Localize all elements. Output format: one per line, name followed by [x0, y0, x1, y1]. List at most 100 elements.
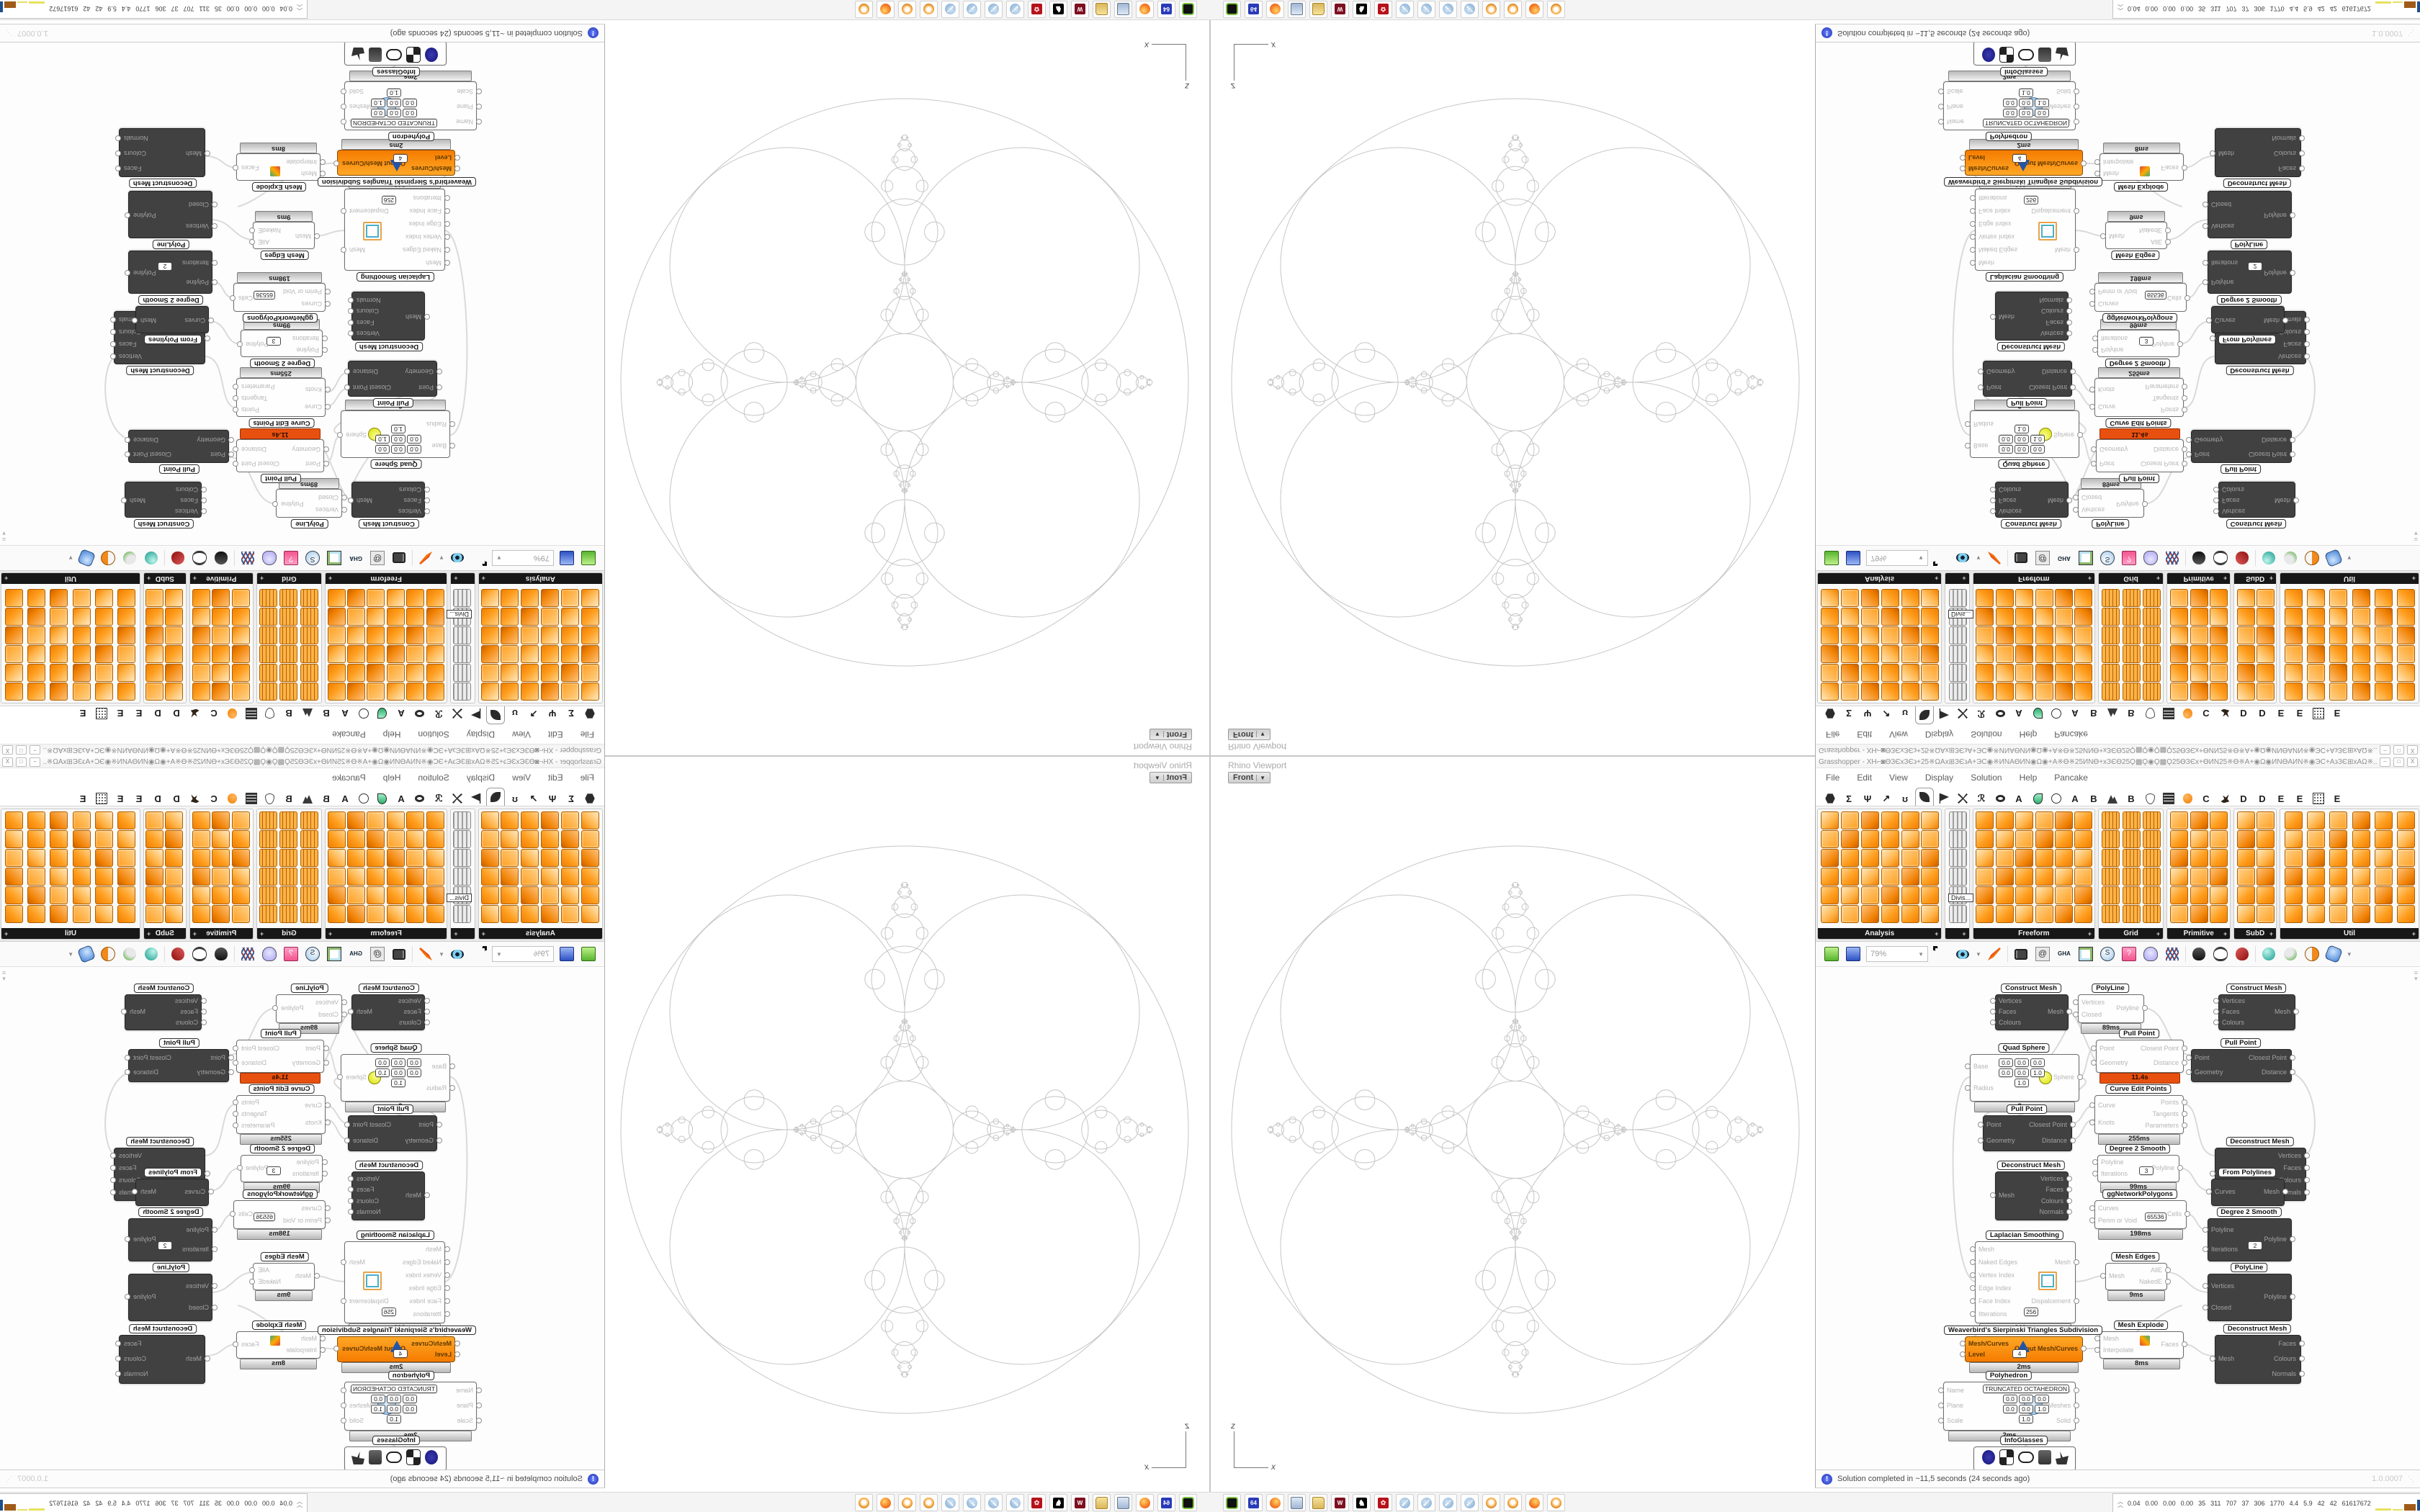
- input-port[interactable]: Colours: [399, 486, 430, 493]
- palette-icon[interactable]: [2122, 830, 2141, 848]
- tab-plugin-c[interactable]: C: [210, 708, 218, 719]
- palette-icon[interactable]: [2190, 886, 2208, 904]
- output-port[interactable]: Faces: [115, 1340, 142, 1347]
- palette-icon[interactable]: [1881, 849, 1899, 867]
- palette-icon[interactable]: [1901, 905, 1919, 923]
- palette-icon[interactable]: [2374, 645, 2393, 663]
- palette-icon[interactable]: [406, 589, 425, 607]
- palette-icon[interactable]: [279, 645, 298, 663]
- palette-icon[interactable]: [367, 849, 385, 867]
- rhino-viewport[interactable]: Rhino Viewport Front ▼ z x: [1210, 756, 1816, 1499]
- palette-icon[interactable]: [1995, 664, 2014, 682]
- tab-dotted-grid[interactable]: [2310, 706, 2327, 721]
- palette-icon[interactable]: [1921, 626, 1940, 644]
- input-port[interactable]: Name: [456, 1387, 482, 1394]
- palette-icon[interactable]: [279, 589, 298, 607]
- palette-icon[interactable]: [1820, 849, 1839, 867]
- galapagos-dna-icon[interactable]: [239, 945, 256, 963]
- value-chip[interactable]: 0.0: [387, 1405, 402, 1413]
- palette-icon[interactable]: [521, 664, 539, 682]
- value-chip[interactable]: 0.0: [2002, 1405, 2017, 1413]
- input-port[interactable]: Curves: [2206, 317, 2236, 324]
- gh-node-mesh-edges[interactable]: Mesh Edges Mesh AllE NakedE 9ms: [2100, 211, 2171, 260]
- palette-icon[interactable]: [279, 830, 298, 848]
- palette-icon[interactable]: [117, 645, 136, 663]
- palette-icon[interactable]: [1901, 608, 1919, 626]
- input-port[interactable]: Point: [418, 384, 442, 391]
- taskbar-item-paint-palette[interactable]: 🖌: [1417, 1, 1435, 18]
- input-port[interactable]: Mesh: [2210, 150, 2234, 157]
- palette-icon[interactable]: [2035, 811, 2053, 829]
- palette-icon[interactable]: [2170, 905, 2189, 923]
- output-port[interactable]: Cells: [2167, 294, 2190, 302]
- output-port[interactable]: Points: [233, 1099, 259, 1106]
- palette-icon[interactable]: [1881, 626, 1899, 644]
- new-document-icon[interactable]: [1823, 549, 1840, 567]
- output-port[interactable]: Polyline: [237, 341, 269, 348]
- palette-icon[interactable]: [2074, 626, 2093, 644]
- gh-node-degree-2-smooth[interactable]: Degree 2 Smooth Polyline Iterations Polylin…: [2202, 1207, 2295, 1261]
- palette-icon[interactable]: [2142, 811, 2161, 829]
- canvas-image-icon[interactable]: [2077, 945, 2094, 963]
- taskbar-item-chess-knight[interactable]: ♞: [1049, 1494, 1067, 1511]
- tab-green-drop[interactable]: [2029, 791, 2046, 806]
- ball-teal-icon[interactable]: [143, 945, 160, 963]
- value-chip[interactable]: 4: [2012, 154, 2027, 163]
- tab-orange-dot[interactable]: [224, 706, 241, 721]
- palette-icon[interactable]: [145, 589, 164, 607]
- value-chip[interactable]: 0.0: [2030, 1058, 2045, 1067]
- input-port[interactable]: Mesh: [1970, 259, 1994, 266]
- output-port[interactable]: Distance: [344, 368, 378, 375]
- taskbar-item-blender[interactable]: [1482, 1, 1500, 18]
- palette-icon[interactable]: [27, 664, 46, 682]
- menu-item-edit[interactable]: Edit: [547, 729, 563, 739]
- tab-transform[interactable]: ℛ: [1977, 793, 1986, 804]
- tab-plugin-b1[interactable]: B: [2090, 708, 2097, 719]
- output-port[interactable]: Normals: [348, 297, 381, 304]
- output-port[interactable]: Mesh: [2275, 1008, 2299, 1015]
- palette-icon[interactable]: [27, 645, 46, 663]
- taskbar-item-paint-palette[interactable]: 🖌: [1396, 1494, 1414, 1511]
- taskbar-item-calculator[interactable]: [1114, 1, 1132, 18]
- value-chip[interactable]: 0.0: [375, 445, 390, 454]
- palette-icon[interactable]: [4, 683, 23, 701]
- input-port[interactable]: Curves: [301, 1205, 331, 1212]
- menu-item-display[interactable]: Display: [1924, 729, 1954, 739]
- tab-plugin-c[interactable]: C: [2202, 793, 2210, 804]
- output-port[interactable]: Faces: [2045, 319, 2072, 326]
- palette-icon[interactable]: [2352, 645, 2370, 663]
- palette-icon[interactable]: [145, 645, 164, 663]
- palette-icon[interactable]: [72, 664, 91, 682]
- palette-icon[interactable]: [2256, 830, 2275, 848]
- zoom-extents-icon[interactable]: [470, 549, 488, 567]
- node-body[interactable]: [2218, 994, 2295, 1030]
- tab-params-hexagon[interactable]: [1821, 791, 1839, 806]
- palette-icon[interactable]: [2015, 626, 2034, 644]
- tab-plugin-a2[interactable]: A: [2071, 793, 2079, 804]
- palette-icon[interactable]: [2054, 626, 2073, 644]
- gh-node-mesh-explode[interactable]: Mesh Explode Mesh Interpolate Faces 8ms: [233, 143, 326, 192]
- value-chip[interactable]: 1.0: [2015, 425, 2029, 433]
- tab-plugin-a1[interactable]: A: [2015, 793, 2022, 804]
- input-port[interactable]: Curve: [305, 403, 331, 410]
- preview-off-icon[interactable]: [212, 549, 230, 567]
- output-port[interactable]: Normals: [115, 135, 148, 142]
- gh-node-polyline[interactable]: PolyLine Vertices Closed Polyline: [125, 1263, 218, 1321]
- palette-icon[interactable]: [4, 905, 23, 923]
- palette-icon[interactable]: [406, 905, 425, 923]
- menu-item-view[interactable]: View: [512, 773, 531, 783]
- palette-icon[interactable]: [347, 589, 366, 607]
- input-port[interactable]: Closed: [2073, 1011, 2102, 1018]
- input-port[interactable]: Interpolate: [2094, 158, 2134, 166]
- output-port[interactable]: Meshes: [2048, 1402, 2079, 1409]
- palette-icon[interactable]: [426, 589, 444, 607]
- palette-icon[interactable]: [2374, 886, 2393, 904]
- taskbar-item-blender[interactable]: [920, 1494, 938, 1511]
- gh-node-polyline[interactable]: PolyLine Vertices Closed Polyline: [125, 191, 218, 249]
- output-port[interactable]: AllE: [2151, 1266, 2171, 1274]
- value-chip[interactable]: 0.0: [371, 109, 386, 117]
- remote-panel-icon[interactable]: @: [2034, 945, 2051, 963]
- gh-node-infoglasses[interactable]: InfoGlasses1ms: [1973, 1436, 2076, 1470]
- output-port[interactable]: Colours: [115, 150, 146, 157]
- taskbar-item-winrar-red[interactable]: W: [1071, 1494, 1089, 1511]
